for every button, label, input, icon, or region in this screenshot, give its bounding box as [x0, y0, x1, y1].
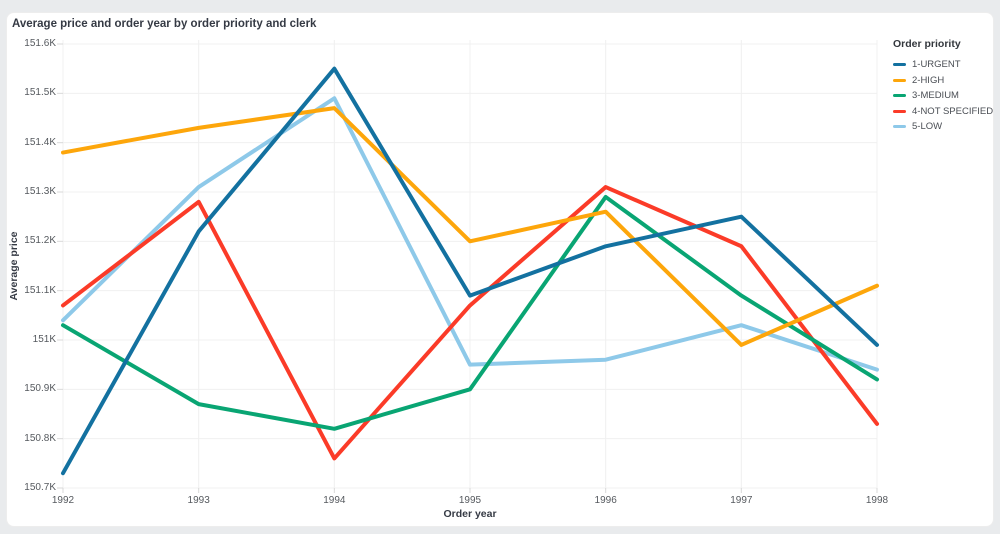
x-tick-label: 1995 — [458, 495, 482, 506]
legend-swatch — [893, 94, 906, 98]
legend-item-3-medium[interactable]: 3-MEDIUM — [893, 88, 997, 104]
legend-item-4-not-specified[interactable]: 4-NOT SPECIFIED — [893, 104, 997, 120]
legend-label: 2-HIGH — [912, 74, 945, 86]
legend-label: 3-MEDIUM — [912, 90, 959, 102]
legend-swatch — [893, 109, 906, 113]
x-tick-label: 1992 — [51, 495, 75, 506]
legend-swatch — [893, 125, 906, 129]
series-lines — [61, 66, 879, 476]
legend-title: Order priority — [893, 38, 961, 50]
legend-label: 1-URGENT — [912, 59, 961, 71]
series-line-4-not-specified[interactable] — [61, 185, 879, 461]
y-tick-label: 151K — [32, 334, 56, 345]
legend-item-1-urgent[interactable]: 1-URGENT — [893, 57, 997, 73]
x-tick-label: 1993 — [187, 495, 210, 506]
chart-card — [6, 12, 994, 527]
y-tick-label: 150.8K — [24, 432, 56, 444]
legend-swatch — [893, 63, 906, 67]
y-tick-label: 150.9K — [24, 383, 56, 395]
series-line-3-medium[interactable] — [61, 194, 879, 431]
legend-item-2-high[interactable]: 2-HIGH — [893, 73, 997, 89]
legend-item-5-low[interactable]: 5-LOW — [893, 119, 997, 135]
legend-items: 1-URGENT 2-HIGH 3-MEDIUM 4-NOT SPECIFIED 5-L… — [893, 57, 997, 135]
x-axis-title: Order year — [443, 508, 497, 520]
y-tick-label: 151.3K — [24, 186, 56, 197]
axis-tick-marks — [57, 43, 878, 493]
legend-label: 5-LOW — [912, 121, 943, 133]
y-tick-label: 151.1K — [24, 284, 56, 296]
x-tick-label: 1997 — [730, 495, 753, 506]
series-line-2-high[interactable] — [61, 106, 879, 347]
x-tick-label: 1994 — [323, 495, 346, 506]
series-line-1-urgent[interactable] — [61, 66, 879, 476]
y-tick-label: 151.5K — [24, 87, 56, 99]
y-tick-label: 151.6K — [24, 38, 56, 49]
x-tick-label: 1996 — [594, 495, 617, 506]
chart-title: Average price and order year by order pr… — [12, 18, 317, 30]
legend-label: 4-NOT SPECIFIED — [912, 105, 994, 117]
y-tick-label: 151.4K — [24, 136, 56, 148]
series-line-5-low[interactable] — [61, 96, 879, 372]
y-tick-label: 151.2K — [24, 235, 56, 247]
legend-swatch — [893, 78, 906, 82]
y-tick-label: 150.7K — [24, 482, 56, 493]
legend: Order priority 1-URGENT 2-HIGH 3-MEDIUM 4-N… — [893, 38, 997, 135]
x-tick-label: 1998 — [865, 495, 889, 506]
